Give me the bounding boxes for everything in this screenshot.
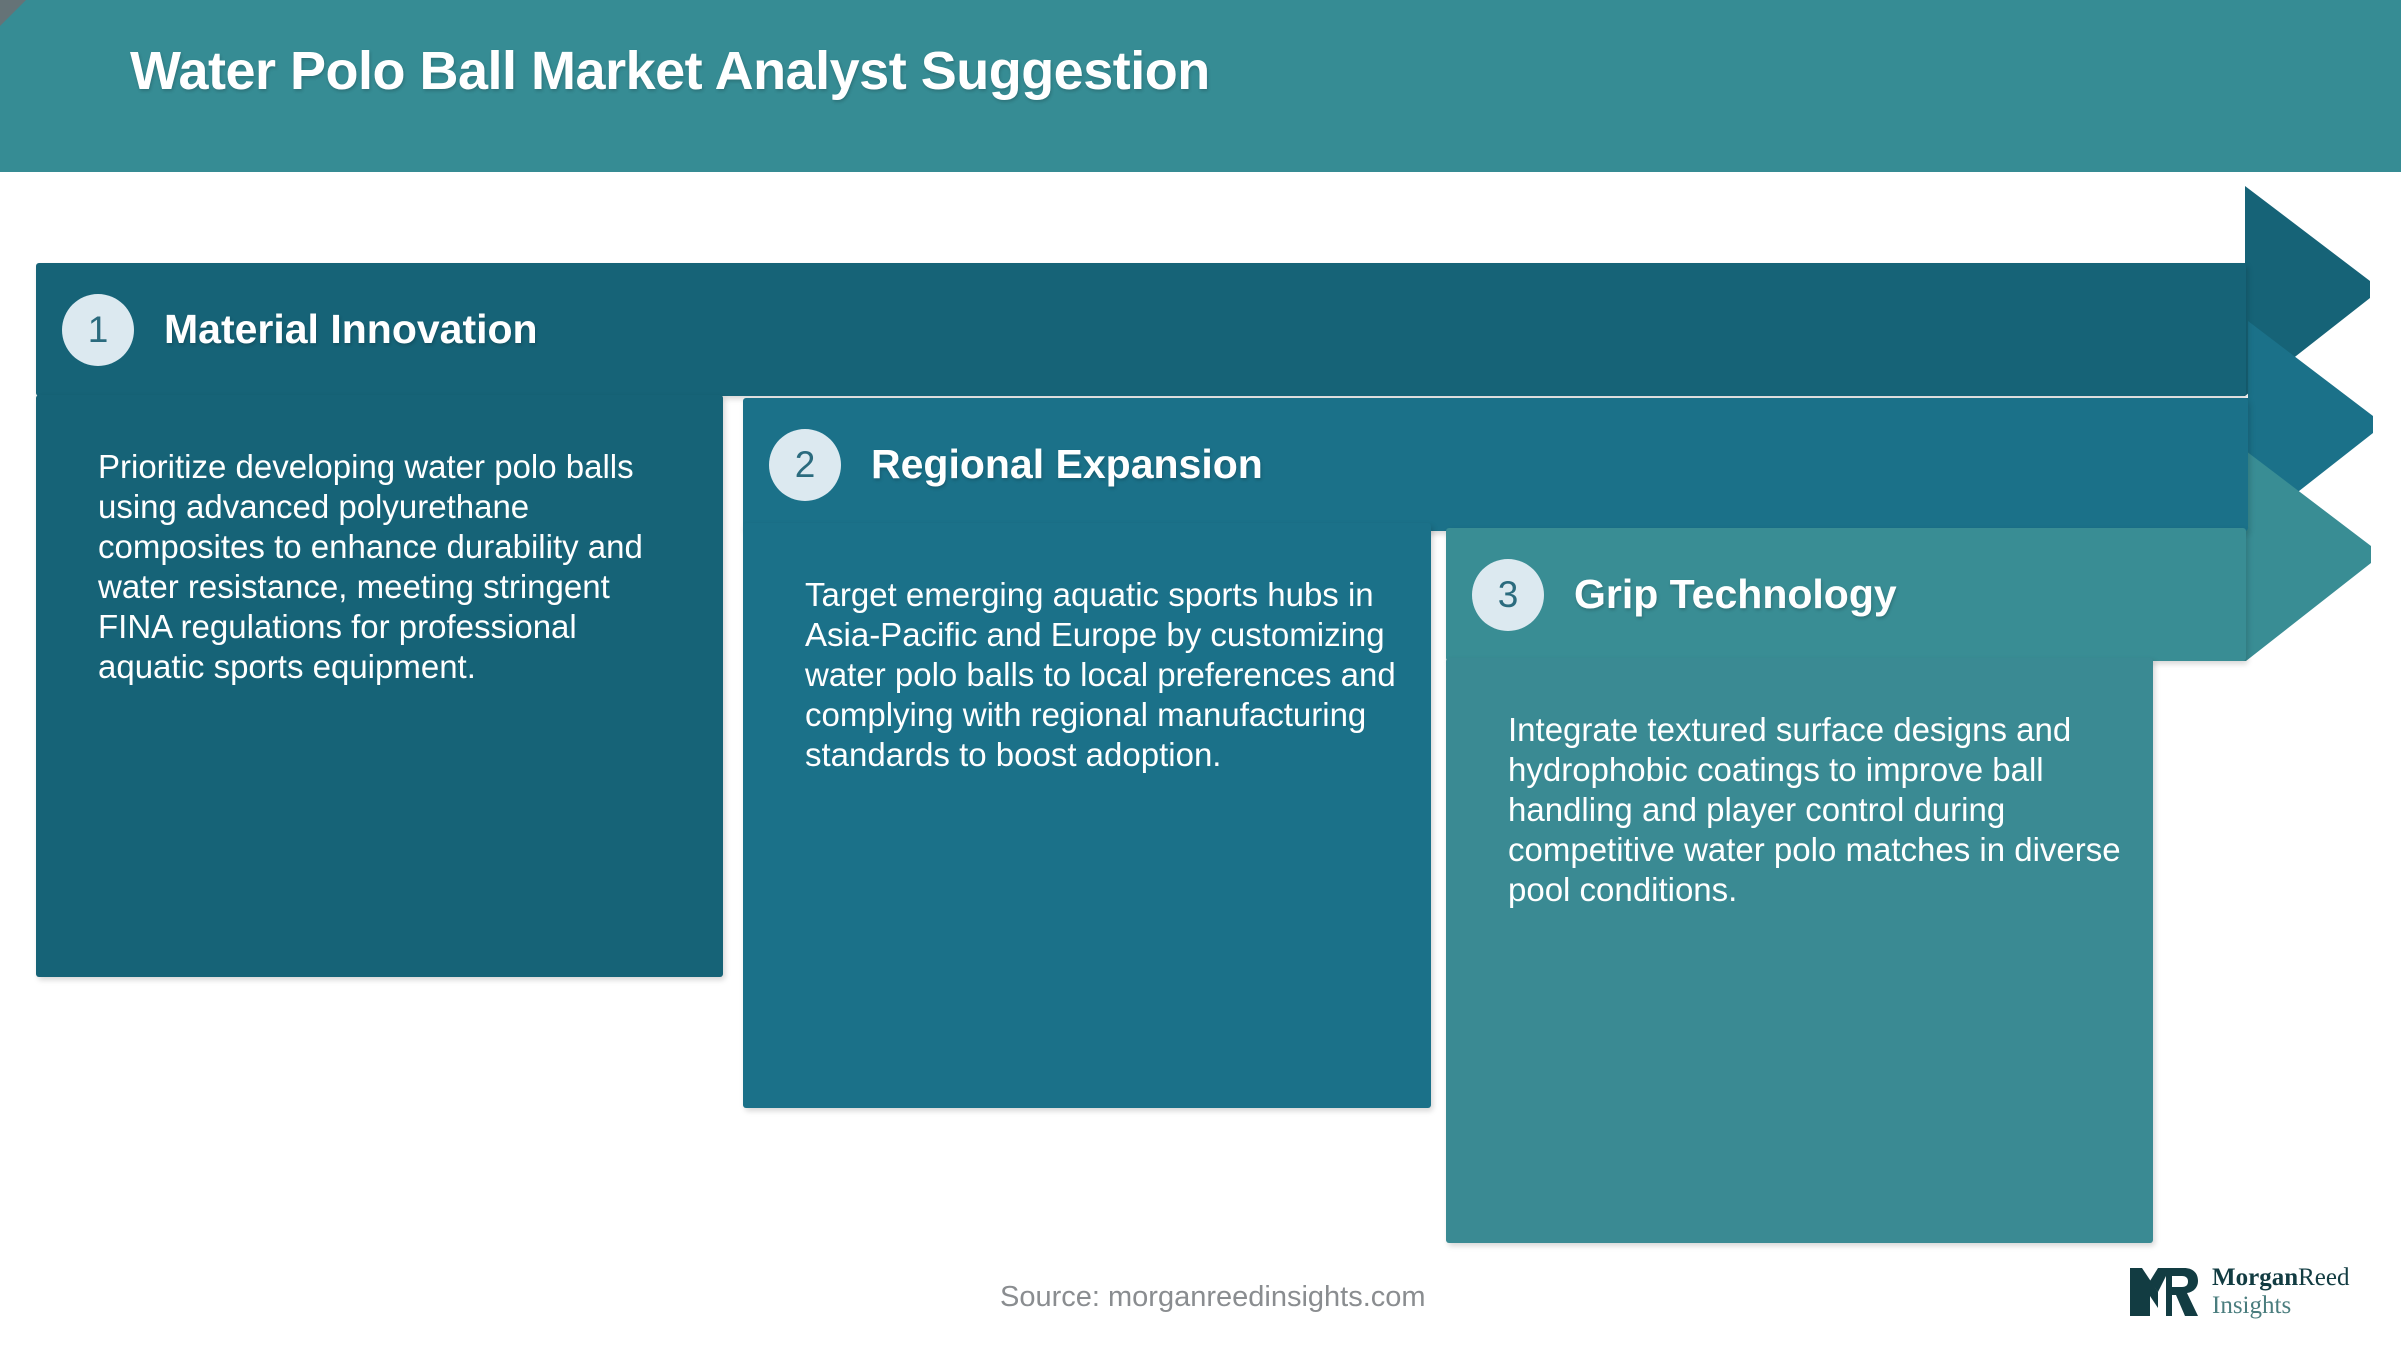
logo-company-name: MorganReed [2212, 1265, 2349, 1290]
logo-wordmark: MorganReed Insights [2212, 1265, 2349, 1318]
step-1-badge: 1 [62, 293, 134, 366]
step-2-badge: 2 [769, 428, 841, 501]
logo-name-morgan: Morgan [2212, 1263, 2299, 1291]
step-1-header[interactable]: 1 Material Innovation [36, 263, 2246, 396]
step-3-title: Grip Technology [1574, 571, 1897, 617]
logo-tagline: Insights [2212, 1291, 2292, 1319]
step-3-badge: 3 [1472, 558, 1544, 631]
logo-name-reed: Reed [2298, 1263, 2350, 1291]
step-2-header[interactable]: 2 Regional Expansion [743, 398, 2248, 531]
step-1-title: Material Innovation [164, 306, 538, 352]
header-banner: Water Polo Ball Market Analyst Suggestio… [0, 0, 2401, 172]
step-1-body-text: Prioritize developing water polo balls u… [98, 448, 643, 685]
mr-monogram-icon [2130, 1268, 2198, 1316]
morgan-reed-insights-logo: MorganReed Insights [2128, 1258, 2358, 1324]
step-1-body: Prioritize developing water polo balls u… [36, 395, 723, 977]
step-3-body-text: Integrate textured surface designs and h… [1508, 711, 2121, 908]
step-3-header[interactable]: 3 Grip Technology [1446, 528, 2246, 661]
page-title: Water Polo Ball Market Analyst Suggestio… [130, 41, 1210, 101]
step-2-body-text: Target emerging aquatic sports hubs in A… [805, 576, 1396, 773]
source-attribution: Source: morganreedinsights.com [1000, 1281, 1426, 1313]
step-3-body: Integrate textured surface designs and h… [1446, 658, 2153, 1243]
corner-notch-decoration [0, 0, 26, 26]
step-2-body: Target emerging aquatic sports hubs in A… [743, 523, 1431, 1108]
step-2-title: Regional Expansion [871, 441, 1263, 487]
